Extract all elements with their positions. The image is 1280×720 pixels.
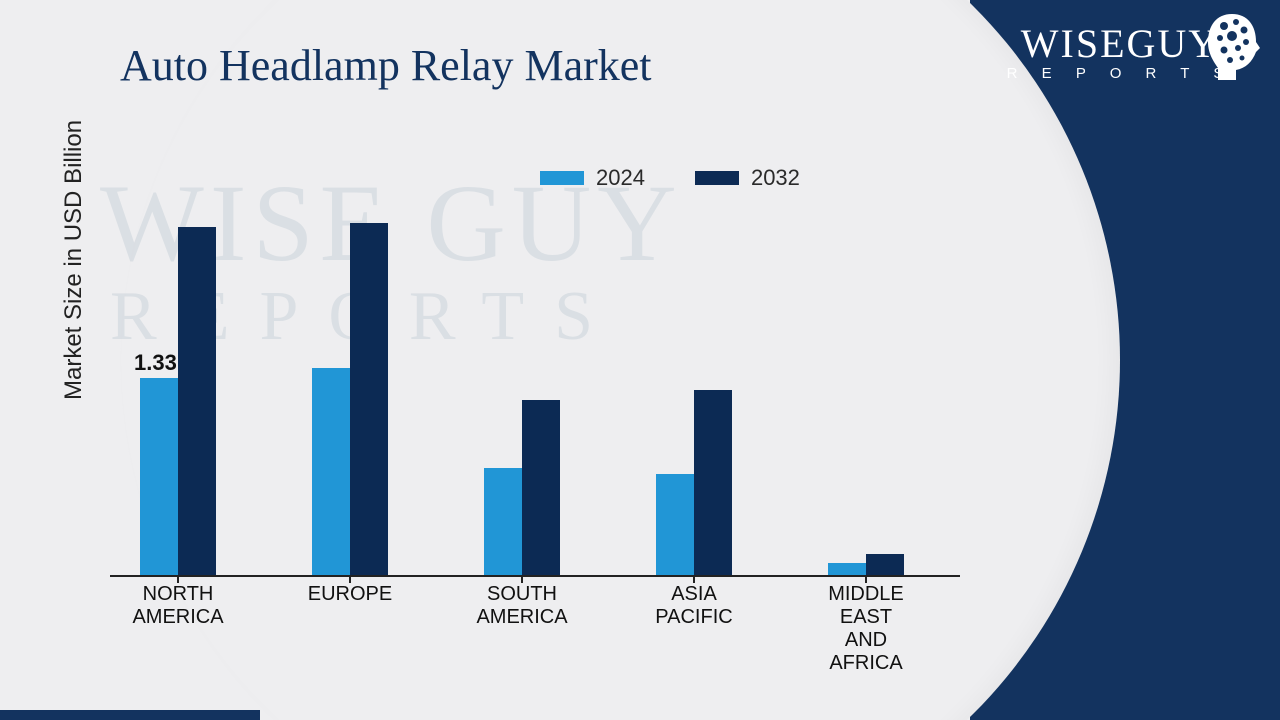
legend-label-2032: 2032 [751, 165, 800, 191]
legend-swatch-2024 [540, 171, 584, 185]
legend: 2024 2032 [540, 165, 800, 191]
footer-accent-bar [0, 710, 260, 720]
bar-2024 [140, 378, 178, 575]
x-tick [349, 575, 351, 583]
head-dots-icon [1202, 12, 1262, 82]
bar-2032 [866, 554, 904, 575]
bar-2024 [484, 468, 522, 575]
legend-swatch-2032 [695, 171, 739, 185]
legend-label-2024: 2024 [596, 165, 645, 191]
category-label: EUROPE [275, 583, 425, 606]
bar-2024 [312, 368, 350, 575]
bar-2032 [350, 223, 388, 575]
bar-2032 [694, 390, 732, 575]
bar-2024 [828, 563, 866, 575]
x-axis-line [110, 575, 960, 577]
brand-logo: WISEGUY R E P O R T S [980, 20, 1260, 82]
category-label: MIDDLEEASTANDAFRICA [791, 583, 941, 675]
category-label: NORTHAMERICA [103, 583, 253, 629]
legend-item-2032: 2032 [695, 165, 800, 191]
plot-area [110, 205, 960, 575]
bar-value-label: 1.33 [134, 350, 177, 376]
y-axis-label: Market Size in USD Billion [60, 120, 88, 400]
category-label: SOUTHAMERICA [447, 583, 597, 629]
x-tick [521, 575, 523, 583]
logo-line1: WISEGUY [1021, 20, 1219, 67]
legend-item-2024: 2024 [540, 165, 645, 191]
bar-2032 [178, 227, 216, 575]
bar-2024 [656, 474, 694, 575]
bar-2032 [522, 400, 560, 575]
x-tick [693, 575, 695, 583]
x-tick [865, 575, 867, 583]
category-label: ASIAPACIFIC [619, 583, 769, 629]
chart-title: Auto Headlamp Relay Market [120, 40, 652, 91]
x-tick [177, 575, 179, 583]
